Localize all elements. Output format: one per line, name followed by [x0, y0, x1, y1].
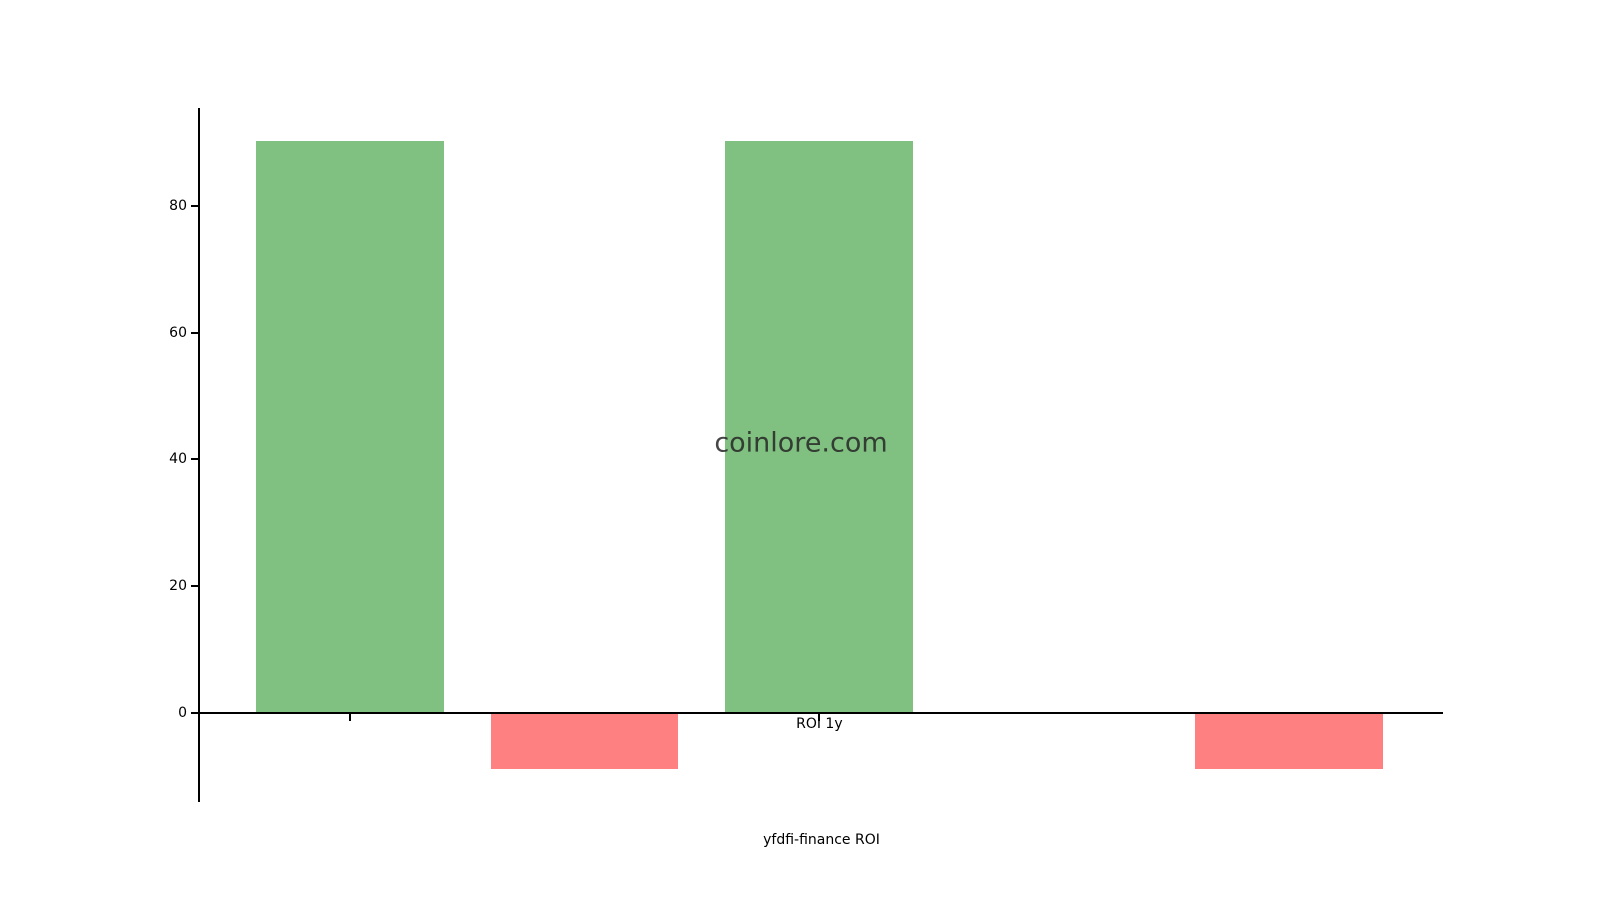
- negative-roi-bar: [1195, 712, 1384, 770]
- negative-roi-bar: [490, 712, 679, 770]
- y-axis-tick: [191, 585, 198, 588]
- y-axis-tick-label: 0: [178, 704, 187, 721]
- x-axis-tick: [818, 713, 821, 721]
- y-axis-tick-label: 20: [169, 578, 187, 595]
- y-axis-tick: [191, 331, 198, 334]
- x-axis-tick-label: ROI 1y: [796, 715, 843, 732]
- y-axis-tick: [191, 711, 198, 714]
- y-axis-tick-label: 40: [169, 451, 187, 468]
- y-axis-tick-label: 60: [169, 324, 187, 341]
- positive-roi-bar: [255, 140, 444, 713]
- y-axis-tick-label: 80: [169, 197, 187, 214]
- chart-title: yfdfi-finance ROI: [763, 832, 880, 848]
- x-axis-tick: [348, 713, 351, 721]
- watermark-text: coinlore.com: [714, 427, 888, 459]
- y-axis-tick: [191, 204, 198, 207]
- positive-roi-bar: [725, 140, 914, 713]
- y-axis-tick: [191, 458, 198, 461]
- x-axis-zero-line: [200, 711, 1443, 714]
- y-axis-spine: [198, 108, 200, 802]
